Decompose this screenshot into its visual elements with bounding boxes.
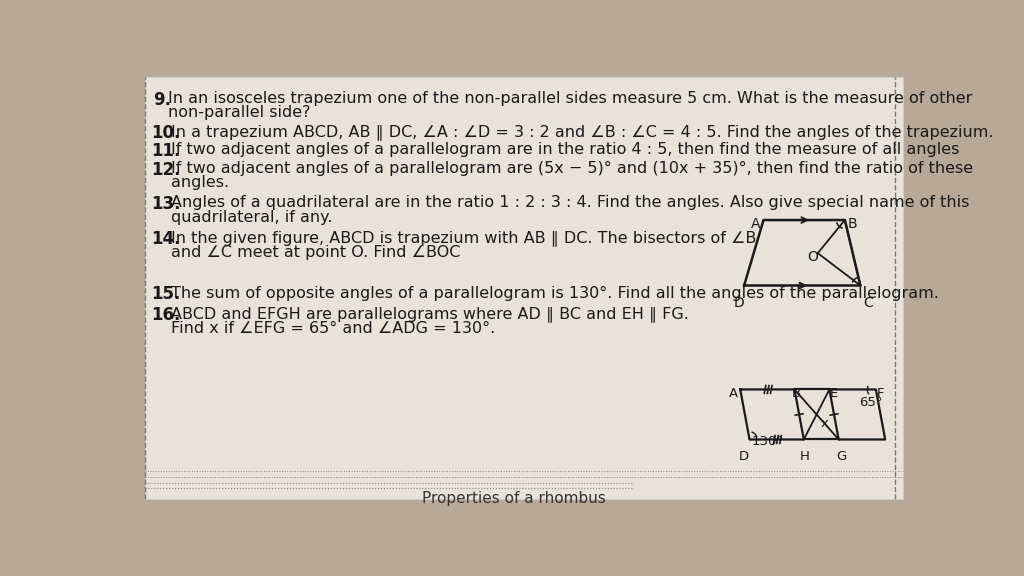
Text: non-parallel side?: non-parallel side? [168, 105, 311, 120]
Text: G: G [837, 449, 847, 463]
Text: 130°: 130° [751, 435, 783, 448]
Text: In the given figure, ABCD is trapezium with AB ∥ DC. The bisectors of ∠B: In the given figure, ABCD is trapezium w… [171, 230, 756, 246]
Text: D: D [733, 296, 744, 310]
Text: The sum of opposite angles of a parallelogram is 130°. Find all the angles of th: The sum of opposite angles of a parallel… [171, 286, 939, 301]
Text: If two adjacent angles of a parallelogram are (5x − 5)° and (10x + 35)°, then fi: If two adjacent angles of a parallelogra… [171, 161, 973, 176]
Text: B: B [792, 387, 801, 400]
Text: In a trapezium ABCD, AB ∥ DC, ∠A : ∠D = 3 : 2 and ∠B : ∠C = 4 : 5. Find the angl: In a trapezium ABCD, AB ∥ DC, ∠A : ∠D = … [171, 124, 993, 139]
Text: 15.: 15. [152, 286, 180, 304]
Text: ABCD and EFGH are parallelograms where AD ∥ BC and EH ∥ FG.: ABCD and EFGH are parallelograms where A… [171, 306, 688, 322]
Text: E: E [830, 387, 839, 400]
Text: A: A [729, 387, 737, 400]
Text: 14.: 14. [152, 230, 181, 248]
Text: D: D [738, 449, 749, 463]
Text: angles.: angles. [171, 175, 228, 191]
Text: 12.: 12. [152, 161, 181, 179]
Text: H: H [800, 449, 810, 463]
Text: F: F [877, 387, 884, 400]
Text: 11.: 11. [152, 142, 180, 160]
Text: B: B [847, 217, 857, 231]
Text: O: O [808, 250, 818, 264]
Text: In an isosceles trapezium one of the non-parallel sides measure 5 cm. What is th: In an isosceles trapezium one of the non… [168, 90, 973, 105]
Text: 16.: 16. [152, 306, 180, 324]
Text: and ∠C meet at point O. Find ∠BOC: and ∠C meet at point O. Find ∠BOC [171, 245, 460, 260]
Text: If two adjacent angles of a parallelogram are in the ratio 4 : 5, then find the : If two adjacent angles of a parallelogra… [171, 142, 959, 157]
Text: 10.: 10. [152, 124, 180, 142]
Text: C: C [863, 296, 873, 310]
Text: quadrilateral, if any.: quadrilateral, if any. [171, 210, 332, 225]
Text: A: A [751, 217, 761, 231]
Text: Find x if ∠EFG = 65° and ∠ADG = 130°.: Find x if ∠EFG = 65° and ∠ADG = 130°. [171, 321, 495, 336]
Text: 9.: 9. [153, 90, 171, 109]
Text: 13.: 13. [152, 195, 181, 213]
Text: Properties of a rhombus: Properties of a rhombus [423, 491, 606, 506]
Text: Angles of a quadrilateral are in the ratio 1 : 2 : 3 : 4. Find the angles. Also : Angles of a quadrilateral are in the rat… [171, 195, 969, 210]
Text: x: x [820, 417, 828, 430]
Text: 65°: 65° [859, 396, 883, 408]
